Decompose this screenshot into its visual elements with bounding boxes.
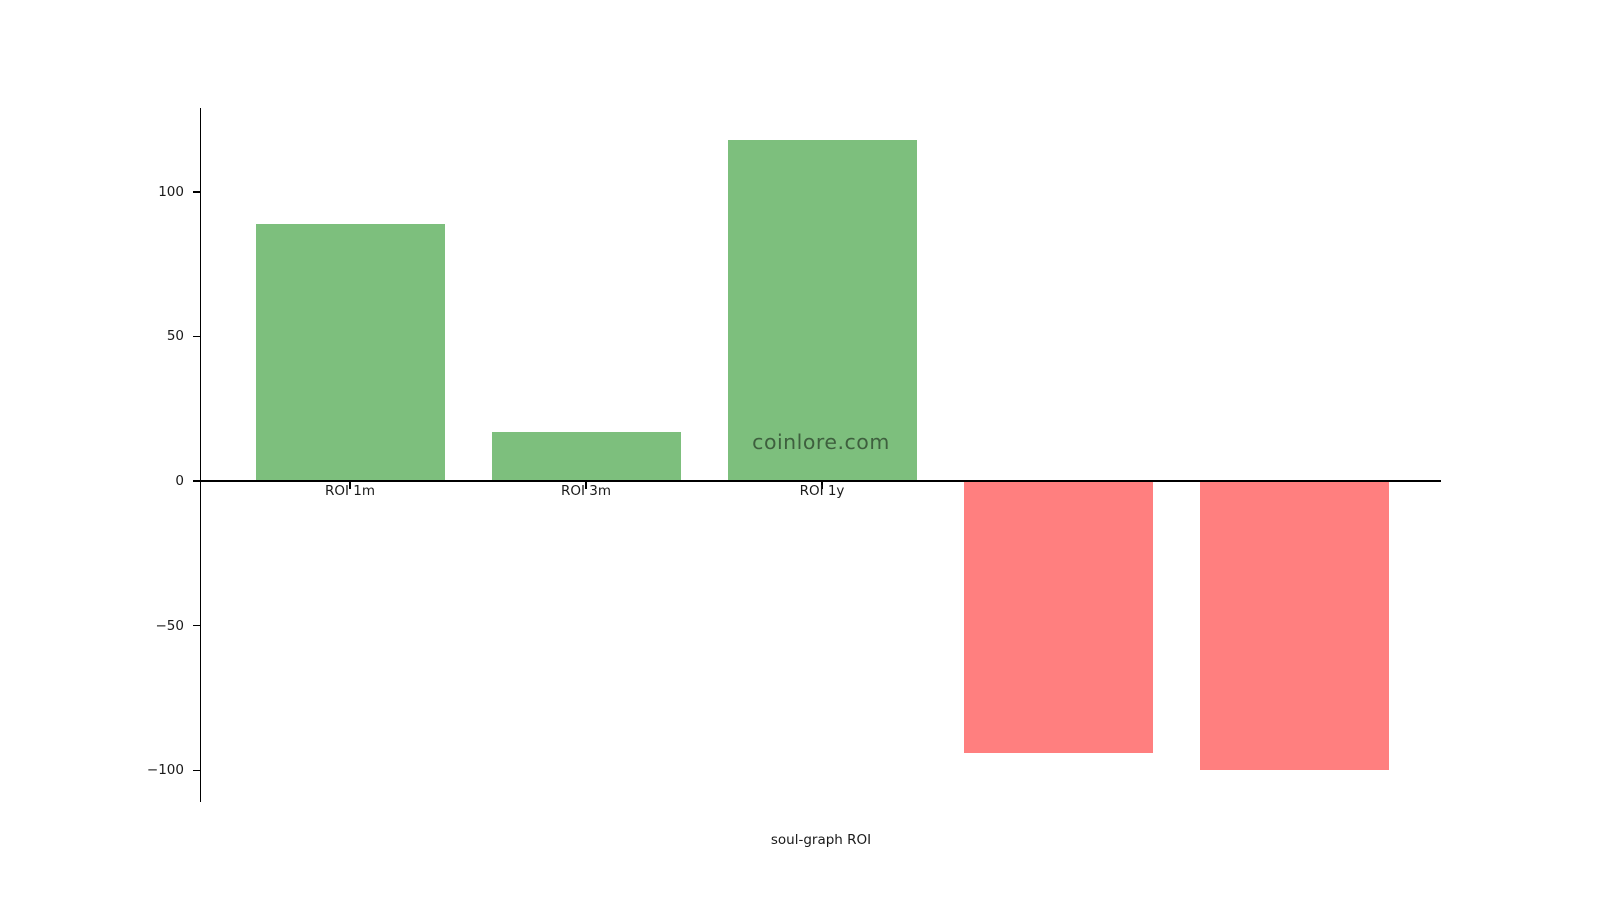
x-axis-line bbox=[201, 480, 1441, 482]
watermark-text: coinlore.com bbox=[752, 430, 890, 454]
x-tick-label: ROI 1m bbox=[324, 483, 376, 500]
y-tick-label: 0 bbox=[175, 473, 184, 490]
x-tick-mark bbox=[585, 481, 587, 490]
bar-roi-1y bbox=[727, 139, 917, 481]
bar-roi-1m bbox=[255, 223, 445, 481]
bar-roi-3m bbox=[491, 431, 681, 482]
y-tick-label: 50 bbox=[166, 328, 184, 345]
x-tick-label: ROI 3m bbox=[560, 483, 612, 500]
y-axis-line bbox=[199, 108, 201, 802]
y-tick-mark bbox=[192, 769, 200, 771]
y-tick-mark bbox=[192, 624, 200, 627]
y-tick-label: −50 bbox=[155, 617, 185, 634]
y-tick-mark bbox=[192, 335, 200, 338]
y-tick-label: 100 bbox=[158, 183, 184, 200]
y-tick-mark bbox=[192, 191, 200, 193]
x-tick-mark bbox=[821, 481, 823, 490]
x-tick-mark bbox=[349, 481, 351, 490]
bar-4 bbox=[963, 481, 1153, 753]
x-axis-title: soul-graph ROI bbox=[770, 832, 872, 848]
x-tick-label: ROI 1y bbox=[799, 483, 845, 500]
y-tick-mark bbox=[192, 480, 200, 482]
bar-5 bbox=[1199, 481, 1389, 771]
y-tick-label: −100 bbox=[146, 762, 184, 779]
